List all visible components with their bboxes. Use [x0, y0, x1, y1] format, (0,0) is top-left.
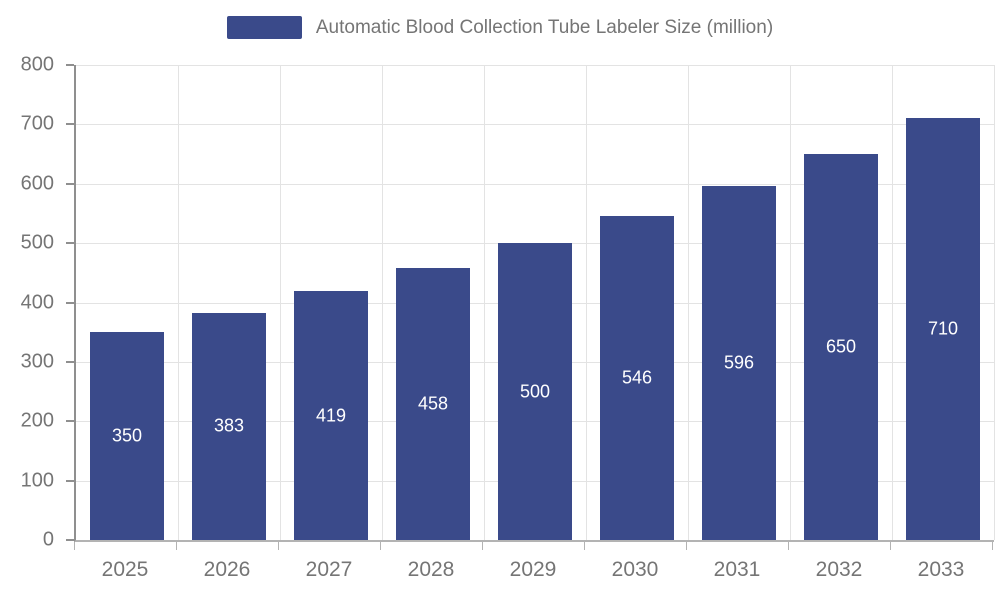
- y-tick-label: 600: [20, 172, 54, 195]
- gridline-v: [790, 65, 791, 540]
- y-tick-mark: [66, 242, 74, 245]
- x-tick-label: 2031: [713, 558, 761, 581]
- y-tick-label: 700: [20, 112, 54, 135]
- x-tick-mark: [686, 542, 687, 550]
- y-tick-label: 200: [20, 409, 54, 432]
- x-tick-mark: [74, 542, 75, 550]
- x-tick-label: 2032: [815, 558, 863, 581]
- y-tick-label: 300: [20, 350, 54, 373]
- y-tick-mark: [66, 479, 74, 482]
- bar[interactable]: 500: [498, 243, 572, 540]
- x-tick-mark: [278, 542, 279, 550]
- bar[interactable]: 710: [906, 118, 980, 540]
- x-tick-mark: [584, 542, 585, 550]
- gridline-v: [892, 65, 893, 540]
- gridline-v: [382, 65, 383, 540]
- gridline-h: [76, 65, 994, 66]
- x-tick-mark: [890, 542, 891, 550]
- x-tick-label: 2030: [611, 558, 659, 581]
- y-tick-mark: [66, 539, 74, 541]
- x-tick-label: 2025: [101, 558, 149, 581]
- x-tick-mark: [482, 542, 483, 550]
- x-tick-label: 2029: [509, 558, 557, 581]
- bar-value-label: 710: [927, 318, 959, 339]
- bar-value-label: 596: [723, 352, 755, 373]
- gridline-v: [586, 65, 587, 540]
- bar-value-label: 458: [417, 393, 449, 414]
- legend-swatch: [226, 16, 302, 39]
- bar-value-label: 650: [825, 336, 857, 357]
- gridline-v: [280, 65, 281, 540]
- plot-area: 350 383 419 458 500 546 596 650 710: [74, 65, 995, 542]
- bar-value-label: 383: [213, 415, 245, 436]
- y-tick-label: 400: [20, 291, 54, 313]
- bar-value-label: 419: [315, 405, 347, 426]
- gridline-v: [178, 65, 179, 540]
- y-tick-mark: [66, 64, 74, 66]
- x-tick-mark: [380, 542, 381, 550]
- y-tick-label: 0: [42, 528, 54, 551]
- y-tick-mark: [66, 420, 74, 423]
- y-tick-mark: [66, 360, 74, 363]
- bar[interactable]: 419: [294, 291, 368, 540]
- x-tick-mark: [788, 542, 789, 550]
- gridline-v: [688, 65, 689, 540]
- y-tick-label: 800: [20, 53, 54, 76]
- bar-value-label: 350: [111, 425, 143, 446]
- bar-value-label: 500: [519, 381, 551, 402]
- bar[interactable]: 458: [396, 268, 470, 540]
- gridline-h: [76, 183, 994, 185]
- y-tick-mark: [66, 301, 74, 304]
- bar[interactable]: 650: [804, 154, 878, 540]
- x-tick-label: 2027: [305, 558, 353, 581]
- y-tick-mark: [66, 182, 74, 185]
- x-tick-label: 2026: [203, 558, 251, 581]
- x-tick-mark: [992, 542, 993, 550]
- x-tick-mark: [176, 542, 177, 550]
- bar[interactable]: 546: [600, 215, 674, 540]
- gridline-v: [994, 65, 995, 540]
- x-tick-label: 2028: [407, 558, 455, 581]
- y-tick-mark: [66, 123, 74, 126]
- legend-label: Automatic Blood Collection Tube Labeler …: [315, 17, 774, 38]
- bar[interactable]: 596: [702, 186, 776, 540]
- gridline-h: [76, 124, 994, 126]
- bar-value-label: 546: [621, 367, 653, 388]
- gridline-v: [484, 65, 485, 540]
- y-tick-label: 500: [20, 231, 54, 254]
- y-tick-label: 100: [20, 469, 54, 492]
- legend[interactable]: Automatic Blood Collection Tube Labeler …: [0, 16, 1000, 39]
- x-tick-label: 2033: [917, 558, 965, 581]
- bar[interactable]: 350: [90, 332, 164, 540]
- bar[interactable]: 383: [192, 312, 266, 540]
